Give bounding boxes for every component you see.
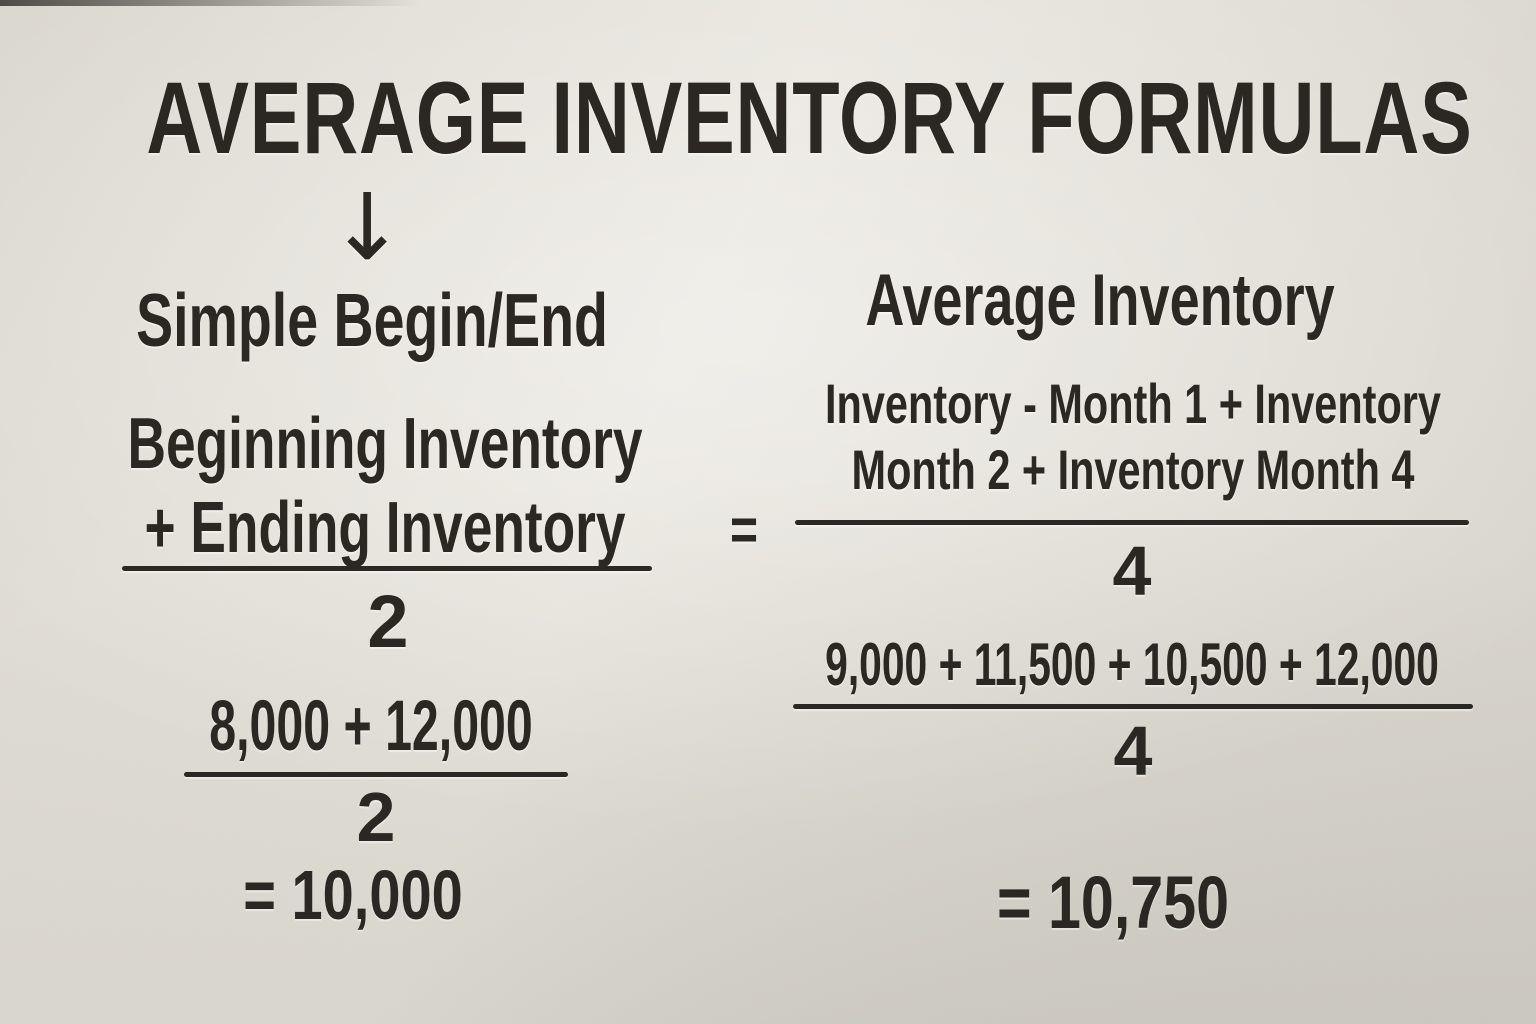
right-formula-heading: Average Inventory (865, 260, 1335, 341)
right-example-numerator: 9,000 + 11,500 + 10,500 + 12,000 (825, 631, 1439, 698)
left-formula-heading: Simple Begin/End (136, 278, 608, 362)
right-formula-denominator: 4 (1112, 532, 1152, 610)
page-title: AVERAGE INVENTORY FORMULAS (146, 61, 1473, 175)
right-example-denominator: 4 (1113, 712, 1153, 790)
left-formula-numerator-line2: + Ending Inventory (144, 487, 626, 568)
fraction-line (793, 704, 1473, 709)
left-example-denominator: 2 (356, 778, 396, 856)
right-formula-numerator-line1: Inventory - Month 1 + Inventory (825, 372, 1441, 435)
equals-sign: = (729, 496, 759, 563)
fraction-line (795, 520, 1469, 525)
right-formula-numerator: Inventory - Month 1 + Inventory Month 2 … (785, 371, 1481, 503)
left-example-numerator: 8,000 + 12,000 (209, 687, 533, 766)
left-example-result: = 10,000 (243, 856, 463, 934)
left-formula-denominator: 2 (367, 580, 409, 663)
left-formula-numerator: Beginning Inventory + Ending Inventory (104, 403, 666, 570)
right-formula-numerator-line2: Month 2 + Inventory Month 4 (851, 438, 1415, 502)
right-example-result: = 10,750 (996, 861, 1230, 944)
down-arrow-icon: ↓ (328, 174, 406, 281)
fraction-line (184, 772, 568, 777)
left-formula-numerator-line1: Beginning Inventory (127, 404, 643, 484)
fraction-line (122, 566, 652, 571)
photo-edge-shadow (0, 0, 420, 6)
